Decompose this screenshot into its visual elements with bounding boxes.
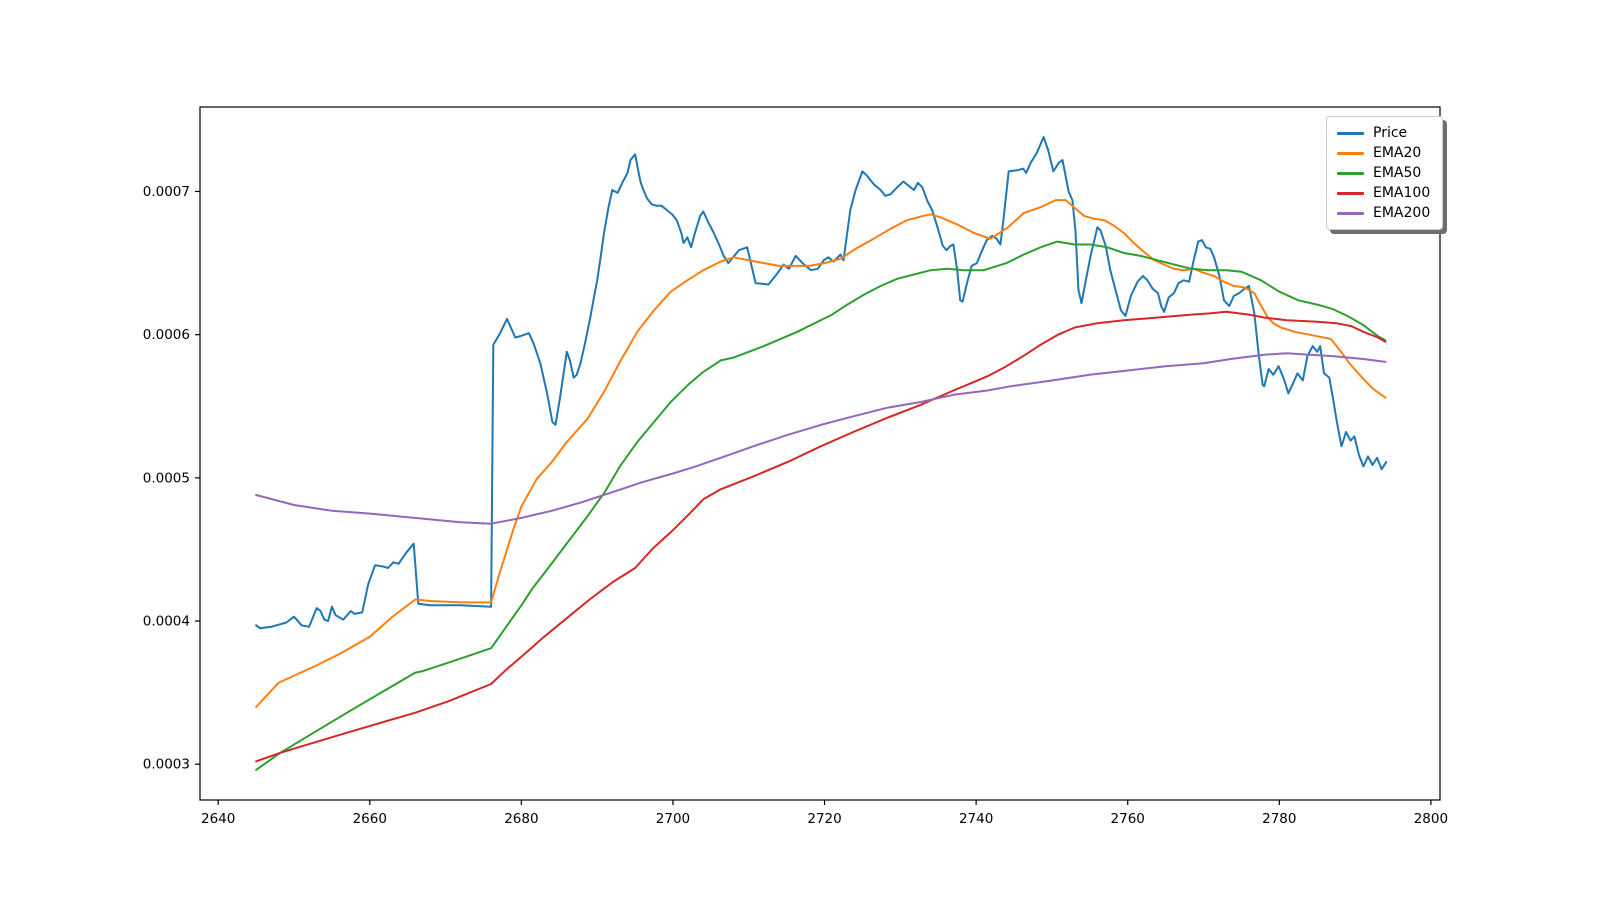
y-tick-label: 0.0005: [143, 470, 190, 486]
y-tick-label: 0.0003: [143, 757, 190, 773]
series-line-ema50: [255, 240, 1387, 771]
series-line-ema200: [255, 352, 1387, 525]
legend-label-ema50: EMA50: [1373, 165, 1422, 181]
legend-line-sample-ema200: [1337, 211, 1364, 215]
y-tick-label: 0.0004: [143, 614, 190, 630]
legend-label-ema100: EMA100: [1373, 185, 1431, 201]
legend-line-sample-ema100: [1337, 191, 1364, 195]
legend-label-ema200: EMA200: [1373, 205, 1431, 221]
legend-item-price: Price: [1337, 123, 1430, 143]
legend-line-sample-ema20: [1337, 151, 1364, 155]
legend-item-ema20: EMA20: [1337, 143, 1430, 163]
x-tick-label: 2640: [201, 811, 235, 827]
legend: Price EMA20 EMA50 EMA100 EMA200: [1326, 116, 1444, 230]
y-tick-label: 0.0007: [143, 184, 190, 200]
legend-line-sample-price: [1337, 131, 1364, 135]
legend-line-sample-ema50: [1337, 171, 1364, 175]
legend-item-ema100: EMA100: [1337, 183, 1430, 203]
x-tick-label: 2660: [353, 811, 387, 827]
x-tick-label: 2680: [504, 811, 538, 827]
x-tick-label: 2780: [1262, 811, 1296, 827]
x-tick-label: 2720: [807, 811, 841, 827]
plot-border: [199, 106, 1441, 801]
x-tick-label: 2700: [656, 811, 690, 827]
legend-label-ema20: EMA20: [1373, 145, 1422, 161]
x-tick-label: 2760: [1111, 811, 1145, 827]
series-line-price: [255, 136, 1388, 630]
series-line-ema100: [255, 310, 1387, 763]
series-line-ema20: [255, 199, 1387, 708]
legend-item-ema50: EMA50: [1337, 163, 1430, 183]
y-tick-label: 0.0006: [143, 327, 190, 343]
legend-item-ema200: EMA200: [1337, 203, 1430, 223]
x-tick-label: 2800: [1414, 811, 1448, 827]
legend-label-price: Price: [1373, 125, 1408, 141]
x-tick-label: 2740: [959, 811, 993, 827]
